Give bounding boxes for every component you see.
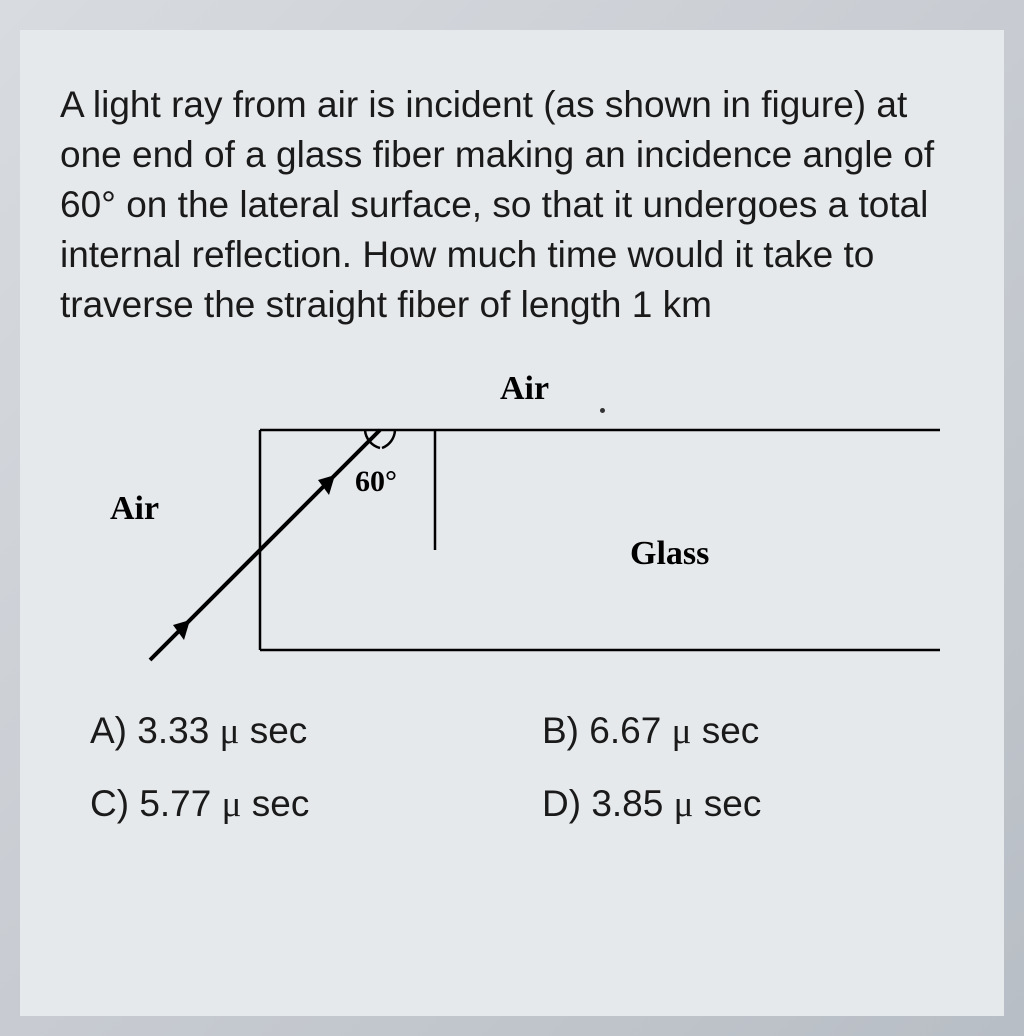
- option-b-value: 6.67: [589, 710, 661, 751]
- option-b-mu: μ: [672, 711, 692, 752]
- option-d-prefix: D): [542, 783, 591, 824]
- page-container: A light ray from air is incident (as sho…: [20, 30, 1004, 1016]
- diagram-svg: [60, 360, 980, 700]
- option-b: B) 6.67 μ sec: [542, 710, 934, 753]
- option-a: A) 3.33 μ sec: [90, 710, 482, 753]
- option-a-value: 3.33: [137, 710, 209, 751]
- option-d-value: 3.85: [591, 783, 663, 824]
- option-a-unit: sec: [239, 710, 307, 751]
- option-c-unit: sec: [241, 783, 309, 824]
- diagram: Air Air Glass 60°: [60, 360, 964, 700]
- tir-arc-icon-2: [382, 430, 395, 448]
- option-d-mu: μ: [674, 784, 694, 825]
- option-c-prefix: C): [90, 783, 139, 824]
- option-b-unit: sec: [691, 710, 759, 751]
- option-c: C) 5.77 μ sec: [90, 783, 482, 826]
- option-c-value: 5.77: [139, 783, 211, 824]
- question-text: A light ray from air is incident (as sho…: [60, 80, 964, 330]
- option-d-unit: sec: [693, 783, 761, 824]
- options-grid: A) 3.33 μ sec B) 6.67 μ sec C) 5.77 μ se…: [60, 710, 964, 826]
- option-c-mu: μ: [222, 784, 242, 825]
- option-a-prefix: A): [90, 710, 137, 751]
- option-b-prefix: B): [542, 710, 589, 751]
- option-a-mu: μ: [220, 711, 240, 752]
- option-d: D) 3.85 μ sec: [542, 783, 934, 826]
